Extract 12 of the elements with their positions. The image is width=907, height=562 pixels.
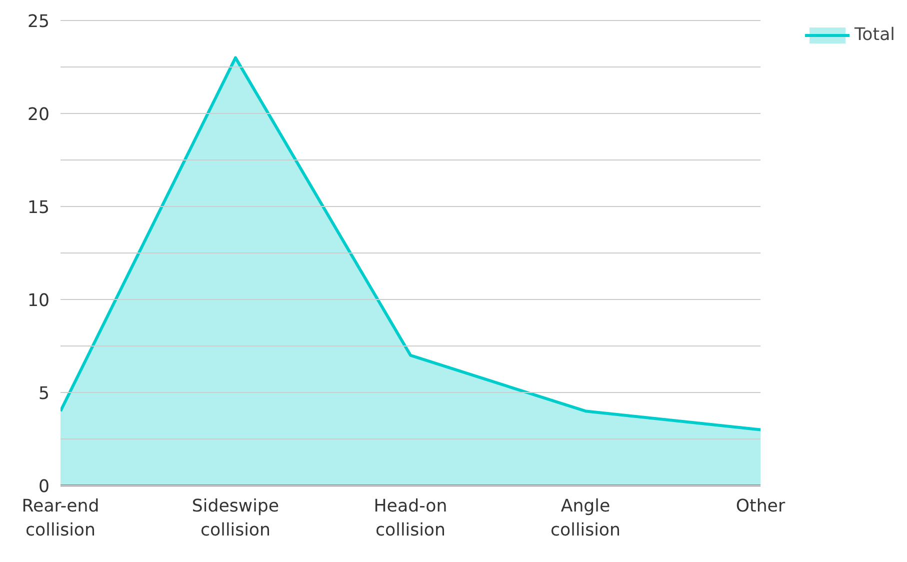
y-tick-label: 20 <box>27 105 50 125</box>
y-tick-label: 10 <box>27 291 50 311</box>
x-tick-label: Rear-end collision <box>22 496 100 540</box>
y-tick-label: 5 <box>38 384 50 404</box>
y-tick-label: 25 <box>27 12 50 32</box>
y-tick-label: 0 <box>38 477 50 497</box>
x-tick-label: Head-on collision <box>374 496 448 540</box>
legend-label: Total <box>854 25 895 45</box>
y-tick-label: 15 <box>27 198 50 218</box>
x-tick-label: Angle collision <box>550 496 620 540</box>
x-tick-label: Other <box>736 496 786 516</box>
x-tick-label: Sideswipe collision <box>192 496 280 540</box>
